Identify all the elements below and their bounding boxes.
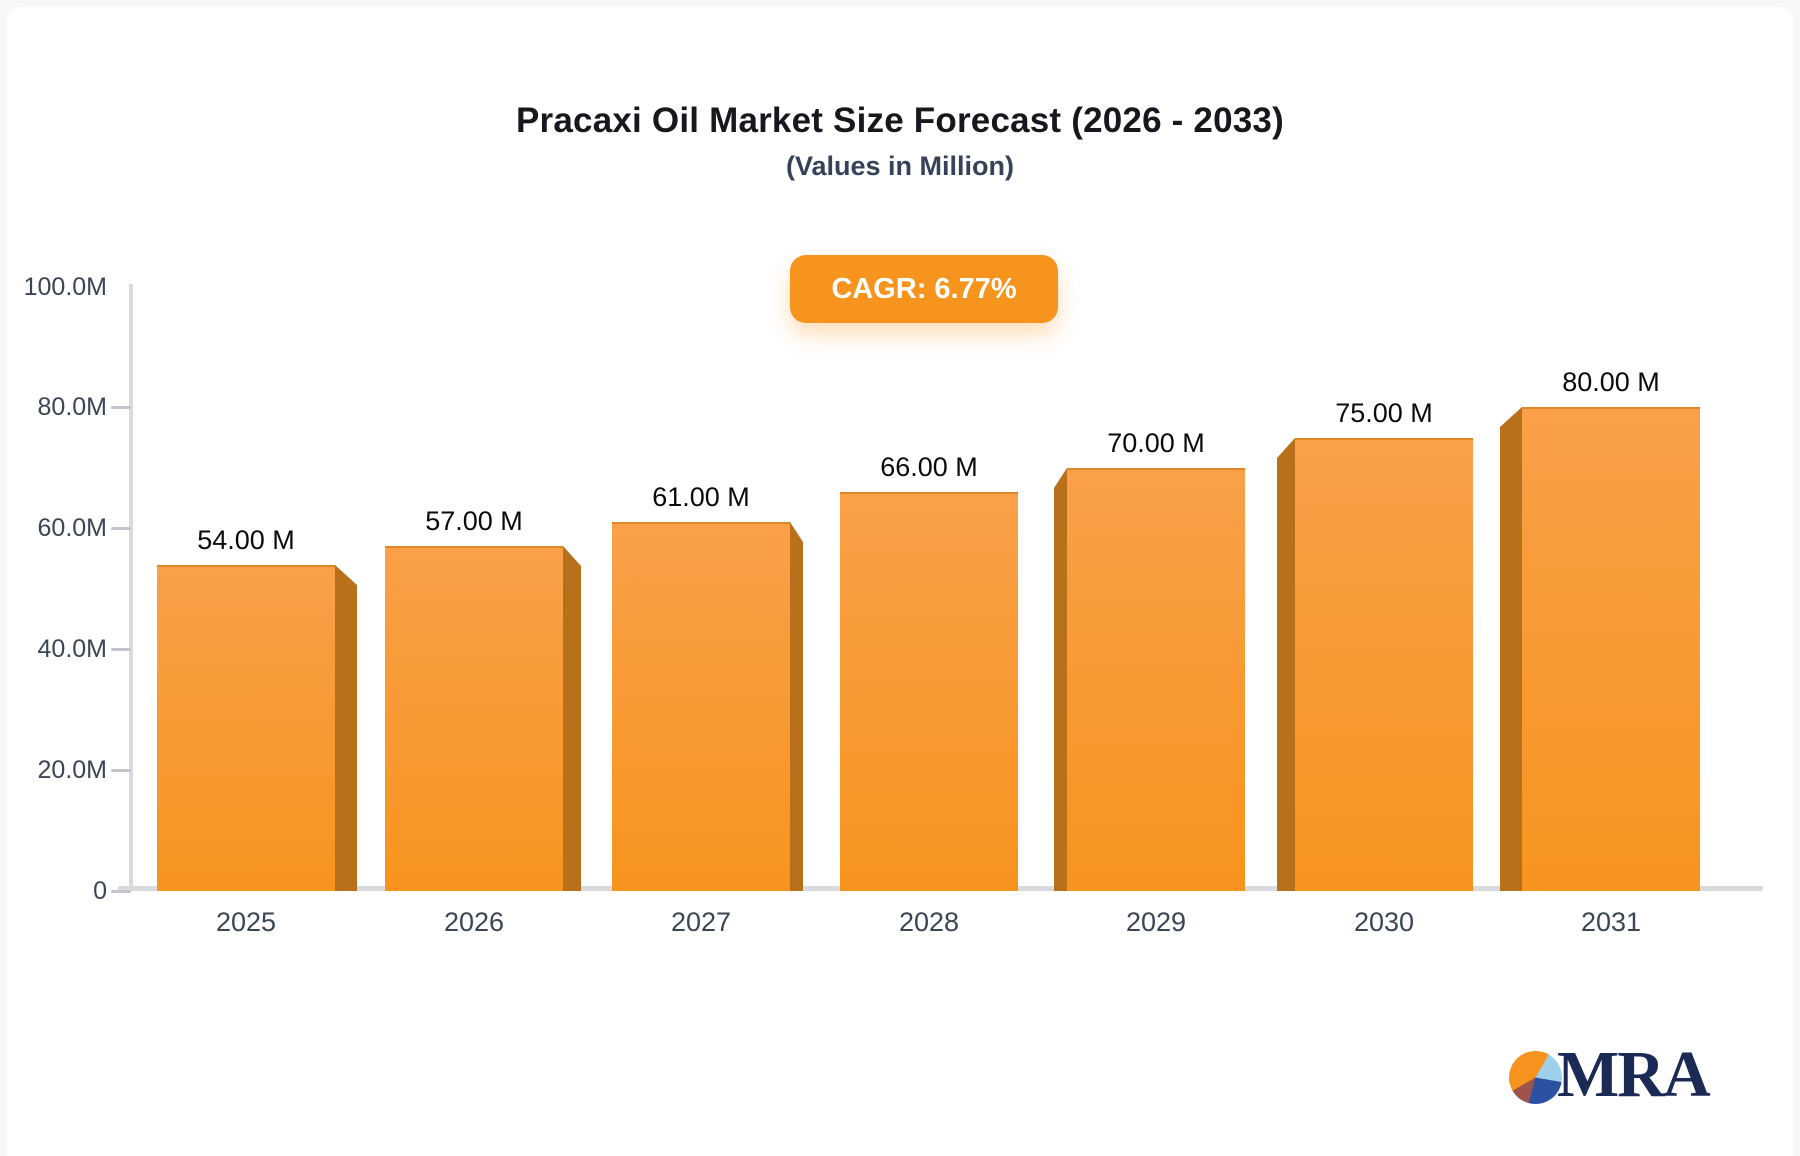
x-axis-label: 2030 bbox=[1353, 907, 1415, 937]
bar-face bbox=[1067, 468, 1245, 891]
x-axis-label: 2027 bbox=[670, 907, 732, 937]
bar-value-label: 75.00 M bbox=[1335, 398, 1433, 428]
bar-side-panel bbox=[1054, 468, 1067, 891]
chart-card: Pracaxi Oil Market Size Forecast (2026 -… bbox=[7, 7, 1793, 1156]
chart-title: Pracaxi Oil Market Size Forecast (2026 -… bbox=[516, 101, 1284, 140]
y-axis-line bbox=[129, 284, 133, 889]
mra-logo: MRA bbox=[1509, 1038, 1719, 1113]
bar-value-label: 70.00 M bbox=[1107, 428, 1205, 458]
bar-side-panel bbox=[1500, 407, 1522, 891]
bar-face bbox=[157, 565, 335, 891]
y-axis-label: 60.0M bbox=[37, 514, 107, 543]
y-axis-label: 100.0M bbox=[23, 272, 107, 301]
y-axis-label: 80.0M bbox=[37, 393, 107, 422]
y-axis-label: 20.0M bbox=[37, 756, 107, 785]
y-tick-mark bbox=[111, 890, 131, 893]
bar-value-label: 57.00 M bbox=[425, 506, 523, 536]
chart-subtitle: (Values in Million) bbox=[785, 151, 1015, 181]
x-axis-label: 2028 bbox=[898, 907, 960, 937]
bar-value-label: 61.00 M bbox=[652, 482, 750, 512]
bar-side-panel bbox=[563, 546, 581, 891]
x-axis-label: 2025 bbox=[215, 907, 277, 937]
bar-face bbox=[840, 492, 1018, 891]
x-axis-label: 2031 bbox=[1580, 907, 1642, 937]
y-axis-label: 0 bbox=[93, 877, 107, 905]
bar-face bbox=[385, 546, 563, 891]
bar-2029 bbox=[1054, 468, 1258, 891]
y-tick-mark bbox=[111, 527, 131, 531]
y-tick-mark bbox=[111, 769, 131, 773]
y-tick-mark bbox=[111, 406, 131, 410]
bar-2027 bbox=[599, 522, 803, 891]
bar-side-panel bbox=[790, 522, 803, 891]
x-axis-label: 2026 bbox=[443, 907, 505, 937]
bar-side-panel bbox=[1277, 438, 1295, 891]
pie-chart-logo-icon bbox=[1509, 1051, 1562, 1104]
x-axis-label: 2029 bbox=[1125, 907, 1187, 937]
bar-face bbox=[612, 522, 790, 891]
cagr-badge: CAGR: 6.77% bbox=[790, 255, 1058, 323]
bar-face bbox=[1295, 438, 1473, 891]
y-tick-mark bbox=[111, 648, 131, 652]
bar-2026 bbox=[367, 546, 581, 891]
bar-face bbox=[1522, 407, 1700, 891]
bar-side-panel bbox=[335, 565, 357, 891]
bar-2028 bbox=[840, 492, 1018, 891]
y-axis-label: 40.0M bbox=[37, 635, 107, 664]
logo-text: MRA bbox=[1557, 1038, 1711, 1111]
bar-2025 bbox=[135, 565, 357, 891]
bar-2030 bbox=[1277, 438, 1491, 891]
bar-value-label: 80.00 M bbox=[1562, 367, 1660, 397]
bar-value-label: 54.00 M bbox=[197, 525, 295, 555]
bar-2031 bbox=[1500, 407, 1722, 891]
bar-value-label: 66.00 M bbox=[880, 452, 978, 482]
